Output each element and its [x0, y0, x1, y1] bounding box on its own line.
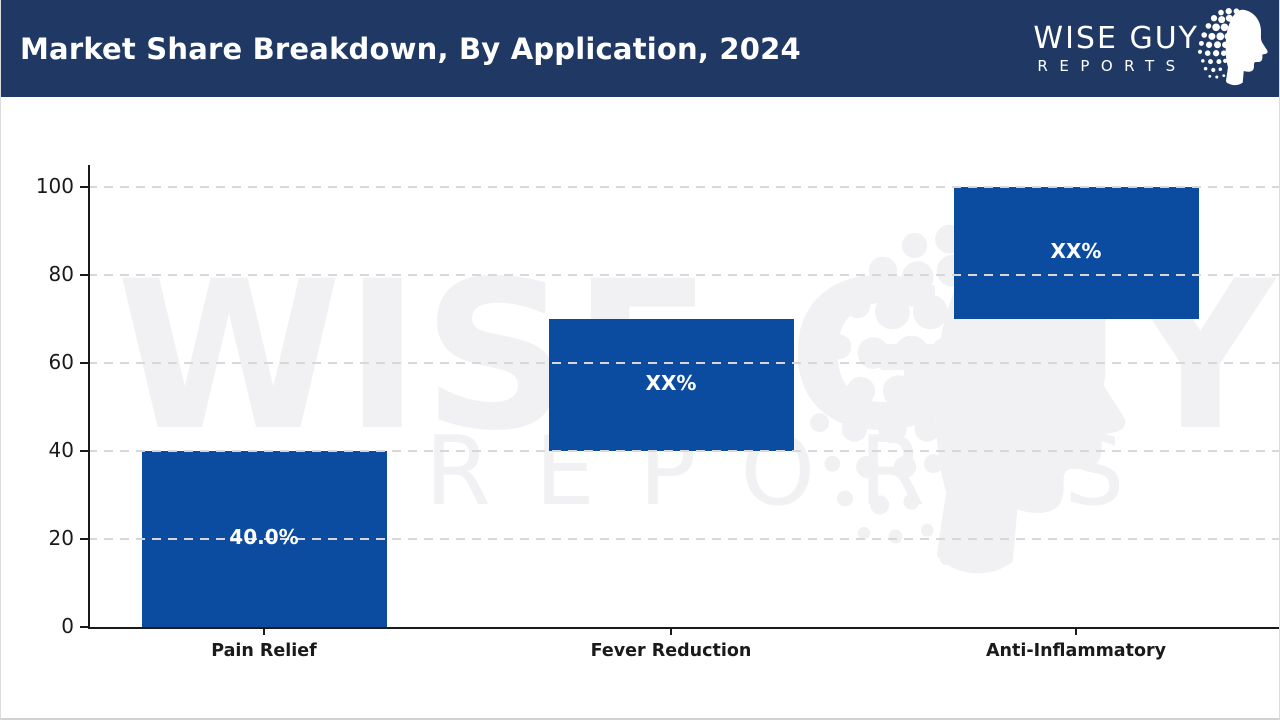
- x-axis: [88, 627, 1280, 629]
- y-tick: [80, 362, 88, 364]
- y-tick-label: 0: [61, 614, 74, 638]
- y-tick-label: 100: [35, 174, 74, 198]
- wiseguy-logo-line1: WISE GUY: [1033, 20, 1199, 56]
- header-bar: Market Share Breakdown, By Application, …: [0, 0, 1280, 97]
- wiseguy-logo: WISE GUY REPORTS: [1033, 7, 1280, 91]
- x-tick: [670, 627, 672, 635]
- bar-value-label: 40.0%: [229, 525, 299, 549]
- y-tick: [80, 538, 88, 540]
- y-tick: [80, 450, 88, 452]
- gridline-60: [88, 362, 1280, 364]
- bar-value-label: XX%: [645, 371, 697, 395]
- bar-value-label: XX%: [1050, 239, 1102, 263]
- gridline-40: [88, 450, 1280, 452]
- x-tick: [1075, 627, 1077, 635]
- x-tick-label: Pain Relief: [211, 641, 317, 661]
- y-tick: [80, 274, 88, 276]
- gridline-80: [88, 274, 1280, 276]
- y-tick-label: 40: [48, 438, 74, 462]
- y-axis: [88, 165, 90, 629]
- wiseguy-logo-text: WISE GUY REPORTS: [1033, 20, 1199, 75]
- chart-title: Market Share Breakdown, By Application, …: [20, 31, 801, 66]
- y-tick-label: 20: [48, 526, 74, 550]
- y-tick-label: 60: [48, 350, 74, 374]
- x-tick: [263, 627, 265, 635]
- x-tick-label: Fever Reduction: [590, 641, 752, 661]
- gridline-20: [88, 538, 1280, 540]
- y-tick: [80, 626, 88, 628]
- y-tick-label: 80: [48, 262, 74, 286]
- x-tick-label: Anti-Inflammatory: [985, 641, 1167, 661]
- gridline-100: [88, 186, 1280, 188]
- y-tick: [80, 186, 88, 188]
- wiseguy-logo-line2: REPORTS: [1037, 56, 1187, 75]
- bar-fever-reduction: [548, 319, 794, 451]
- wiseguy-head-icon: [1193, 7, 1270, 91]
- bar-anti-inflammatory: [953, 187, 1199, 319]
